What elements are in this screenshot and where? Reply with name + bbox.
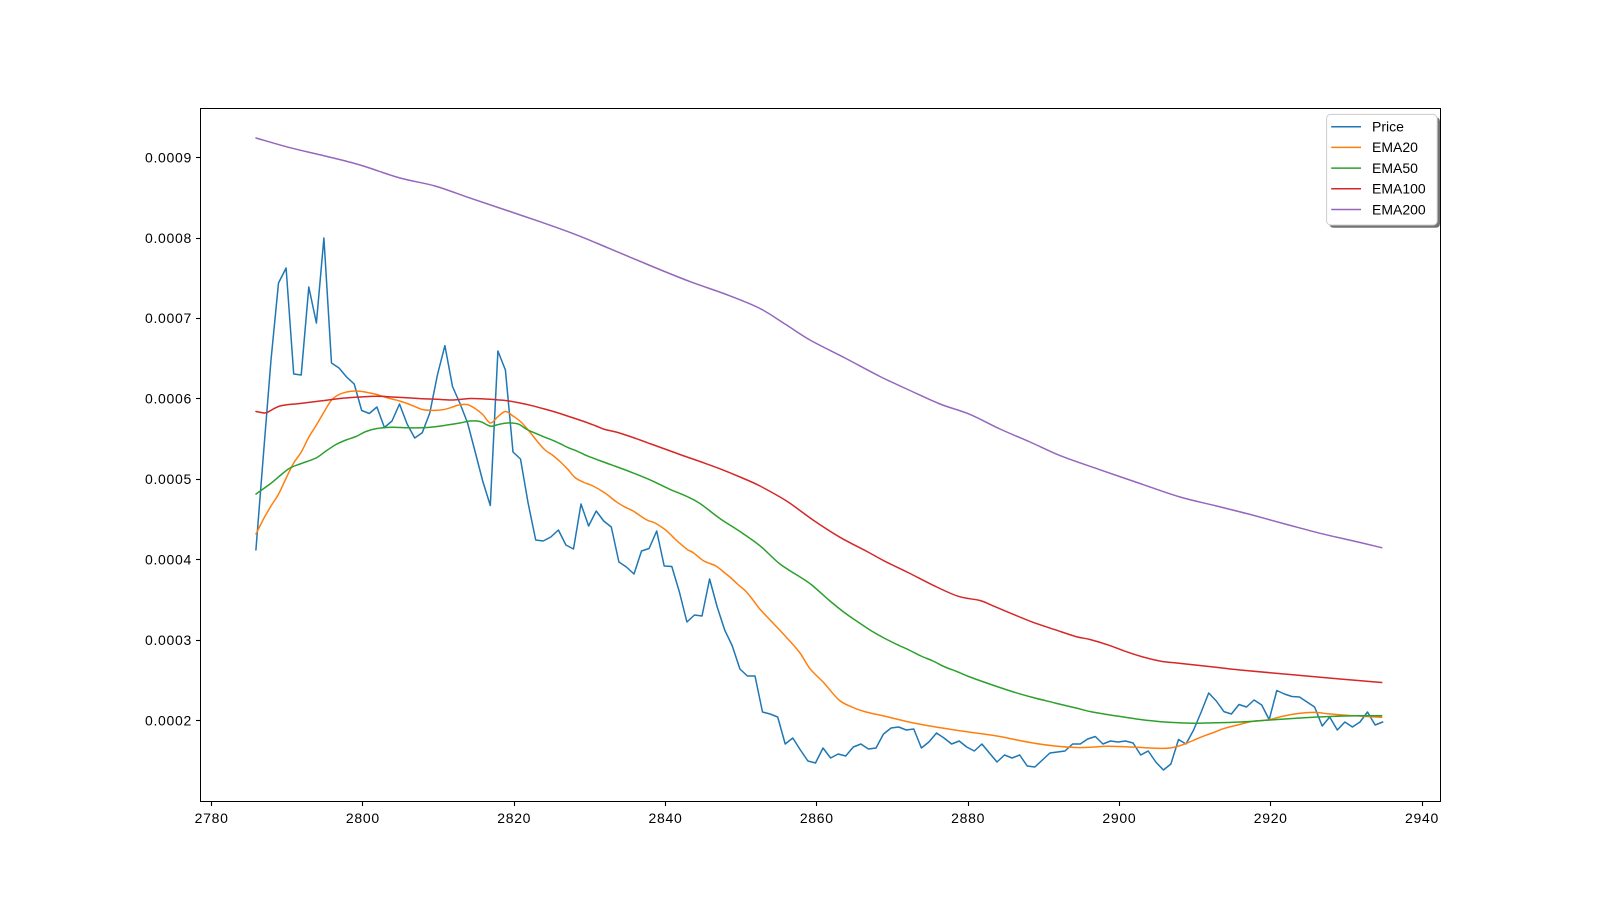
svg-text:2820: 2820: [497, 810, 531, 826]
svg-text:EMA200: EMA200: [1372, 201, 1426, 217]
svg-text:2860: 2860: [800, 810, 834, 826]
svg-text:0.0009: 0.0009: [145, 149, 192, 165]
svg-text:0.0006: 0.0006: [145, 391, 192, 407]
svg-text:EMA100: EMA100: [1372, 181, 1426, 197]
svg-text:0.0003: 0.0003: [145, 632, 192, 648]
svg-text:2900: 2900: [1102, 810, 1136, 826]
svg-text:0.0008: 0.0008: [145, 230, 192, 246]
svg-text:Price: Price: [1372, 119, 1404, 135]
svg-text:EMA50: EMA50: [1372, 160, 1418, 176]
svg-text:0.0004: 0.0004: [145, 552, 192, 568]
svg-text:2920: 2920: [1254, 810, 1288, 826]
svg-text:2800: 2800: [346, 810, 380, 826]
svg-text:EMA20: EMA20: [1372, 139, 1418, 155]
svg-text:2940: 2940: [1405, 810, 1439, 826]
svg-text:2840: 2840: [649, 810, 683, 826]
svg-text:0.0005: 0.0005: [145, 471, 192, 487]
svg-text:2780: 2780: [195, 810, 229, 826]
svg-text:2880: 2880: [951, 810, 985, 826]
svg-text:0.0002: 0.0002: [145, 712, 192, 728]
svg-text:0.0007: 0.0007: [145, 310, 192, 326]
